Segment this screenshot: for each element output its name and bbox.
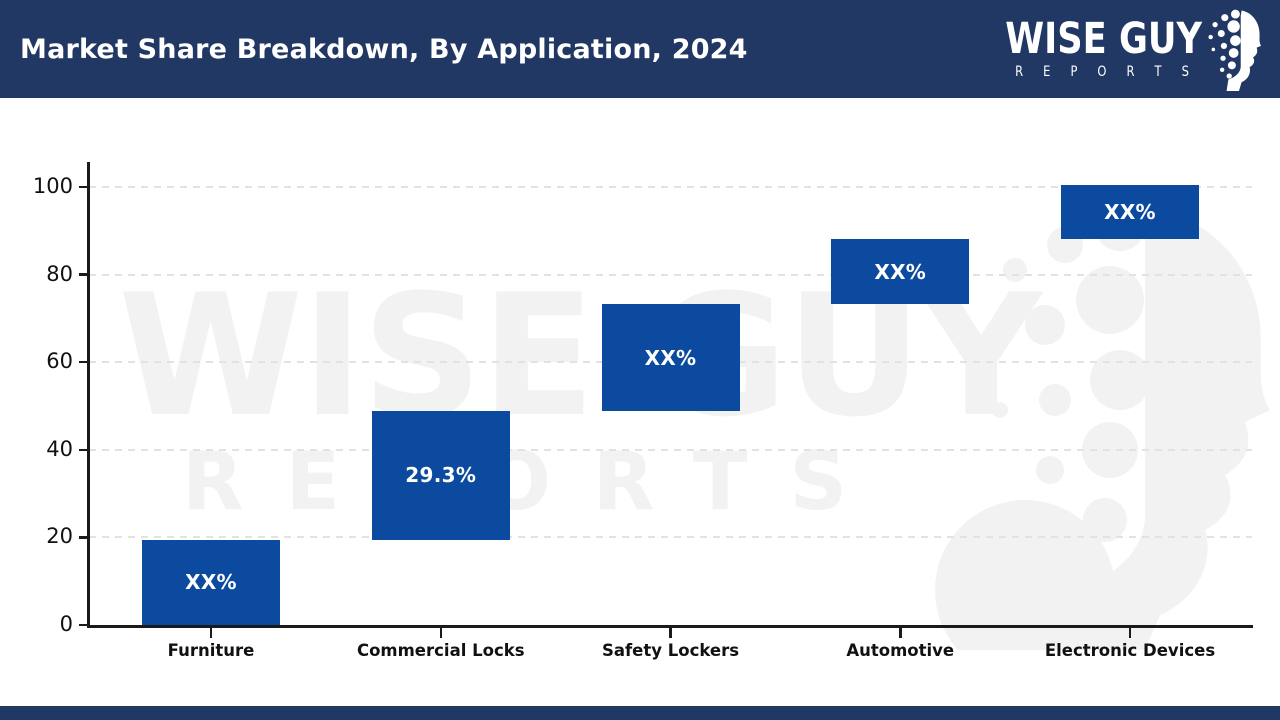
x-category-label: Commercial Locks — [356, 641, 525, 660]
gridline-y-40 — [89, 448, 1252, 451]
x-category-label: Furniture — [167, 641, 255, 660]
watermark-reports: REPORTS — [182, 435, 890, 528]
gridline-y-80 — [89, 273, 1252, 276]
y-tick-100 — [79, 185, 88, 189]
bar-value-label: XX% — [874, 259, 927, 284]
logo-head-icon — [1208, 9, 1262, 91]
y-tick-20 — [79, 536, 88, 539]
y-tick-60 — [79, 360, 88, 364]
x-tick-3 — [899, 627, 902, 638]
y-tick-label-0: 0 — [59, 612, 73, 636]
y-tick-0 — [79, 623, 88, 627]
bar-safety-lockers[interactable]: XX% — [601, 304, 740, 412]
y-tick-label-20: 20 — [46, 524, 73, 549]
bar-value-label: XX% — [1104, 199, 1156, 224]
y-axis-line — [87, 162, 90, 627]
bar-electronic-devices[interactable]: XX% — [1061, 185, 1199, 239]
x-tick-1 — [439, 627, 442, 638]
logo-wordmark: WISE GUY R E P O R T S — [1005, 14, 1202, 81]
logo-wordmark-line1: WISE GUY — [1005, 14, 1202, 64]
bar-commercial-locks[interactable]: 29.3% — [371, 411, 510, 540]
x-tick-2 — [669, 627, 672, 638]
bar-value-label: XX% — [185, 570, 237, 595]
bar-automotive[interactable]: XX% — [831, 238, 970, 305]
bar-furniture[interactable]: XX% — [142, 539, 280, 625]
y-tick-label-40: 40 — [46, 436, 73, 461]
x-axis-line — [87, 625, 1253, 628]
x-category-label: Safety Lockers — [601, 641, 740, 660]
bar-value-label: 29.3% — [405, 463, 477, 488]
y-tick-label-100: 100 — [32, 174, 73, 198]
gridline-y-20 — [89, 536, 1252, 539]
bar-value-label: XX% — [644, 345, 697, 370]
x-tick-4 — [1128, 627, 1132, 638]
gridline-y-100 — [89, 186, 1252, 188]
x-category-label: Electronic Devices — [1044, 641, 1216, 660]
footer-bar — [0, 706, 1280, 720]
x-tick-0 — [209, 627, 213, 638]
y-tick-label-80: 80 — [46, 261, 73, 286]
y-tick-label-60: 60 — [46, 349, 73, 374]
y-tick-40 — [79, 448, 88, 452]
wise-guy-logo: WISE GUY R E P O R T S — [962, 7, 1262, 91]
x-category-label: Automotive — [846, 641, 955, 660]
y-tick-80 — [79, 273, 88, 276]
chart-title: Market Share Breakdown, By Application, … — [20, 33, 748, 65]
logo-wordmark-line2: R E P O R T S — [1015, 64, 1198, 80]
header: Market Share Breakdown, By Application, … — [0, 0, 1280, 98]
